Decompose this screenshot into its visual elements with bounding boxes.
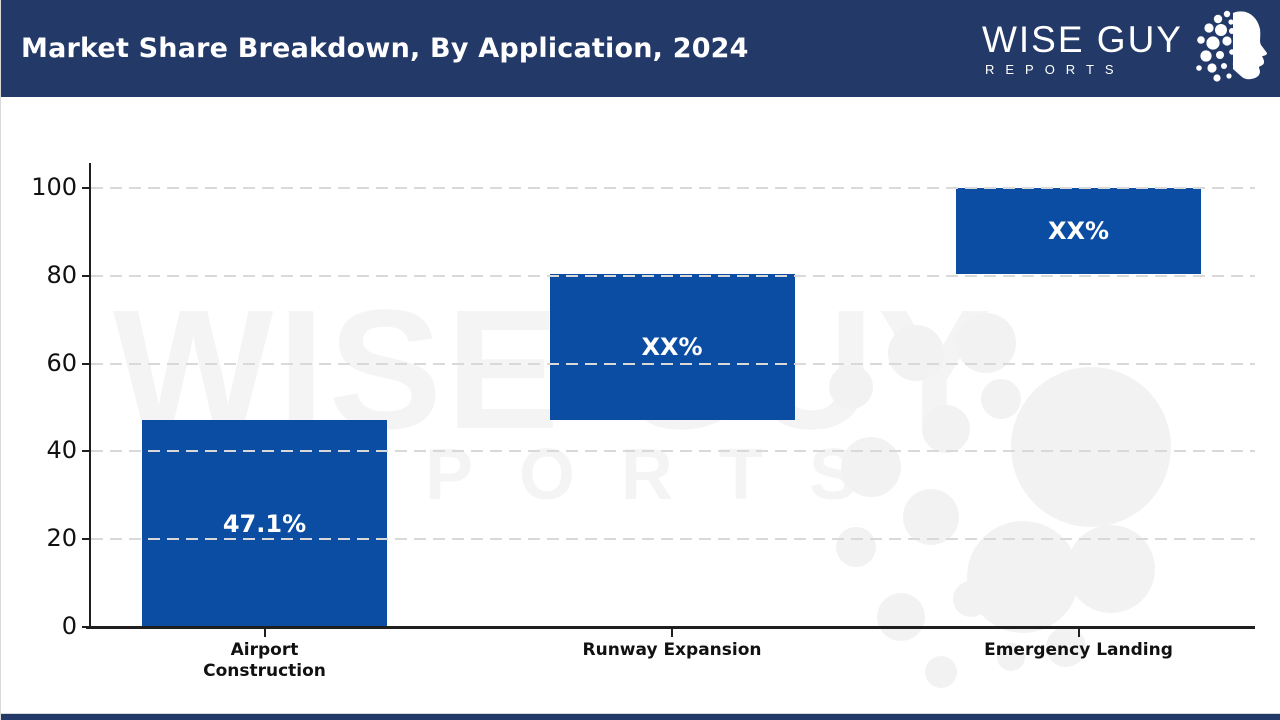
x-axis-line <box>86 626 1255 629</box>
y-axis-line <box>89 163 91 628</box>
y-tick-60 <box>82 362 90 365</box>
bar-value-label: XX% <box>1047 217 1110 246</box>
wiseguy-logo: WISE GUY REPORTS <box>982 7 1267 91</box>
x-tick-0 <box>263 629 266 637</box>
y-tick-label-0: 0 <box>61 612 77 640</box>
bar-emergency-landing: XX% <box>956 188 1201 275</box>
y-tick-label-60: 60 <box>46 348 77 377</box>
logo-line2: REPORTS <box>984 61 1125 77</box>
x-tick-2 <box>1077 629 1080 637</box>
y-tick-100 <box>82 187 90 189</box>
watermark-face-icon <box>829 313 1171 688</box>
logo-face-icon <box>1196 10 1267 82</box>
y-tick-20 <box>82 538 90 541</box>
x-category-label: Runway Expansion <box>552 640 792 661</box>
bar-airport-construction: 47.1% <box>142 420 387 627</box>
y-tick-label-20: 20 <box>46 524 77 553</box>
y-tick-label-80: 80 <box>46 260 77 289</box>
y-tick-label-100: 100 <box>31 173 77 201</box>
header: Market Share Breakdown, By Application, … <box>1 0 1280 97</box>
gridline-20 <box>91 538 1255 541</box>
x-category-line: Airport <box>230 640 299 660</box>
logo-line1: WISE GUY <box>981 18 1183 60</box>
gridline-100 <box>91 187 1255 189</box>
x-category-line: Emergency Landing <box>984 640 1173 660</box>
x-category-line: Construction <box>203 661 326 681</box>
bar-value-label: XX% <box>641 333 703 362</box>
y-tick-label-40: 40 <box>46 436 77 465</box>
gridline-60 <box>91 362 1255 365</box>
chart-title: Market Share Breakdown, By Application, … <box>21 33 749 64</box>
y-tick-80 <box>82 274 90 277</box>
logo-wordmark: WISE GUY REPORTS <box>982 21 1183 77</box>
y-tick-40 <box>82 450 90 453</box>
x-tick-1 <box>671 629 673 637</box>
gridline-80 <box>91 274 1255 277</box>
bar-value-label: 47.1% <box>222 509 307 538</box>
gridline-40 <box>91 450 1255 453</box>
x-category-line: Runway Expansion <box>582 640 762 660</box>
footer-divider <box>1 713 1280 714</box>
footer-bar <box>1 714 1280 720</box>
bar-runway-expansion: XX% <box>549 274 795 421</box>
x-category-label: Airport Construction <box>145 640 385 682</box>
x-category-label: Emergency Landing <box>959 640 1199 661</box>
y-tick-0 <box>82 626 90 628</box>
